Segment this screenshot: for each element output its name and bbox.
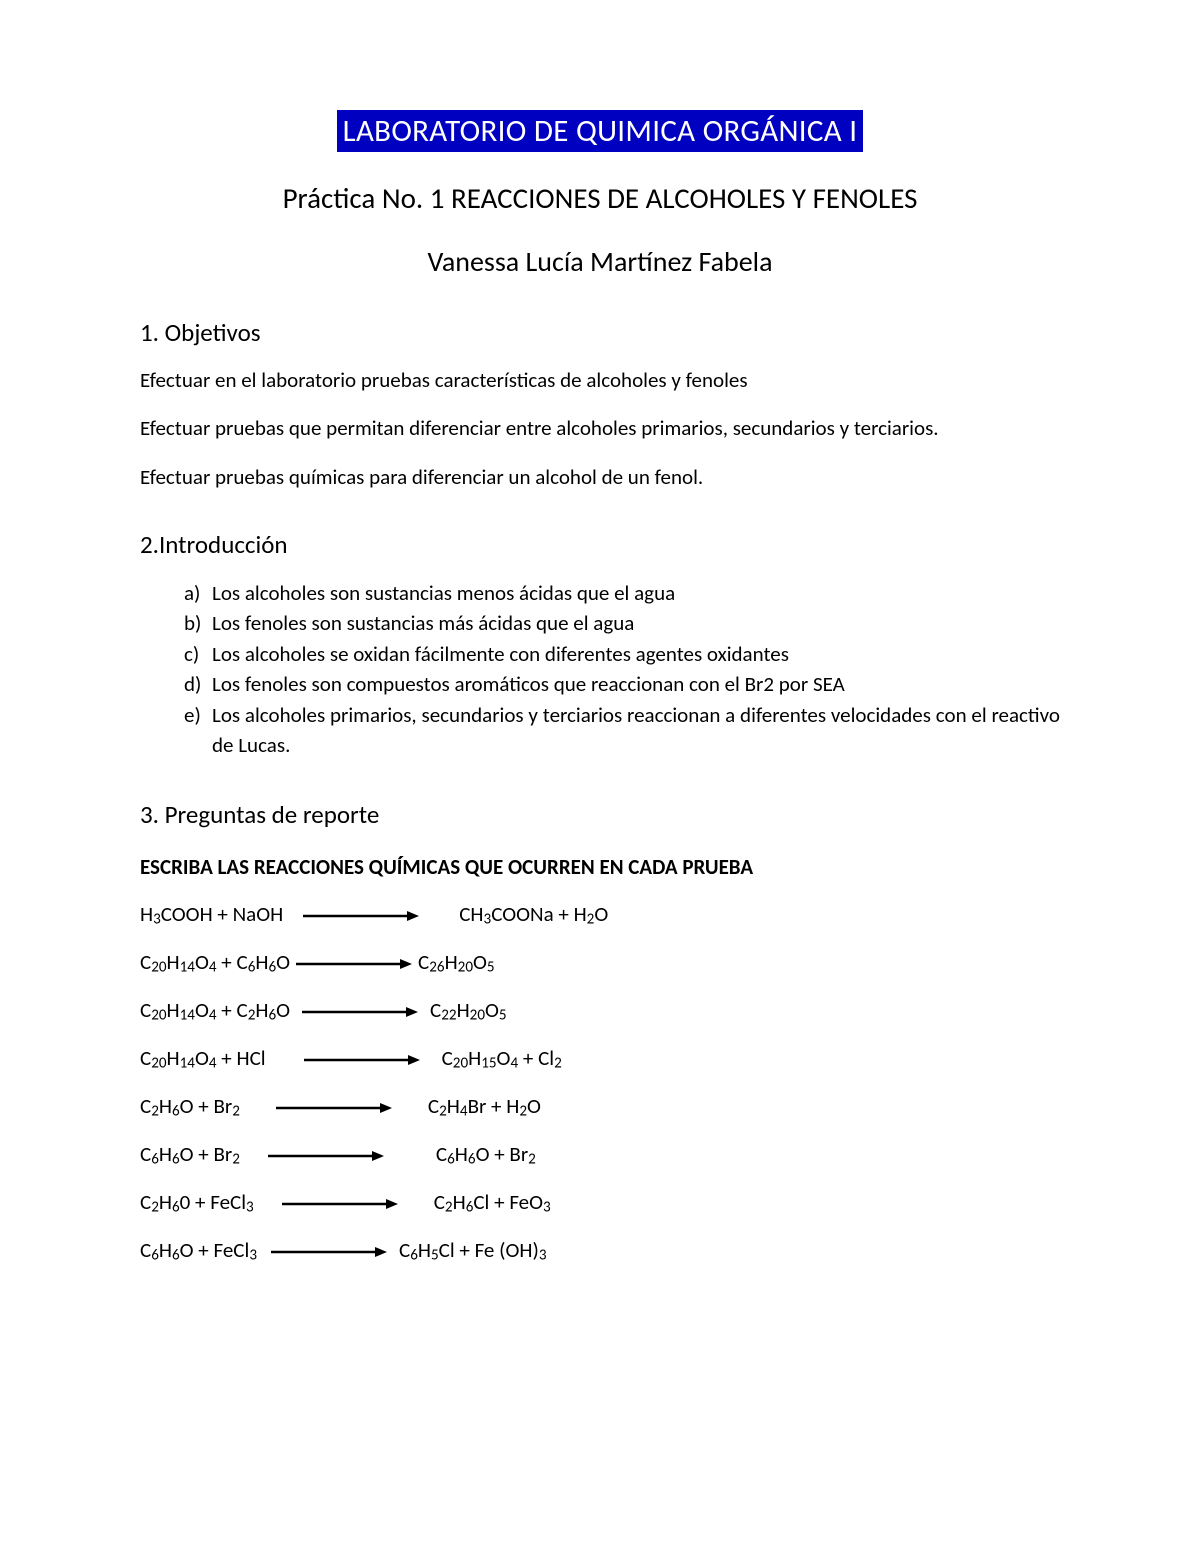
arrow-icon	[269, 1245, 389, 1259]
intro-item-marker: e)	[184, 700, 201, 730]
reaction-rhs: C2H4Br + H2O	[428, 1096, 541, 1120]
arrow-icon	[300, 1005, 420, 1019]
reaction-row: H3COOH + NaOH CH3COONa + H2O	[140, 902, 1060, 930]
reaction-rhs: C26H20O5	[418, 952, 495, 976]
intro-item-text: Los alcoholes son sustancias menos ácida…	[212, 580, 675, 606]
intro-item-text: Los alcoholes primarios, secundarios y t…	[212, 702, 1060, 758]
intro-item-marker: c)	[184, 639, 199, 669]
intro-item-text: Los fenoles son sustancias más ácidas qu…	[212, 610, 634, 636]
reaction-lhs: C20H14O4 + C6H6O	[140, 952, 290, 976]
reaction-row: C20H14O4 + C2H6O C22H20O5	[140, 998, 1060, 1026]
reaction-rhs: C20H15O4 + Cl2	[442, 1048, 562, 1072]
arrow-icon	[302, 1053, 422, 1067]
reaction-row: C6H6O + FeCl3 C6H5Cl + Fe (OH)3	[140, 1238, 1060, 1266]
intro-item: d) Los fenoles son compuestos aromáticos …	[184, 669, 1060, 699]
arrow-icon	[280, 1197, 400, 1211]
intro-item-text: Los alcoholes se oxidan fácilmente con d…	[212, 641, 789, 667]
header-block: LABORATORIO DE QUIMICA ORGÁNICA I Prácti…	[140, 110, 1060, 279]
sec1-p1: Efectuar en el laboratorio pruebas carac…	[140, 366, 1060, 394]
reaction-row: C2H6O + Br2 C2H4Br + H2O	[140, 1094, 1060, 1122]
reaction-row: C20H14O4 + HCl C20H15O4 + Cl2	[140, 1046, 1060, 1074]
author: Vanessa Lucía Martínez Fabela	[140, 244, 1060, 279]
intro-item-marker: d)	[184, 669, 201, 699]
intro-item-marker: b)	[184, 608, 201, 638]
header-band: LABORATORIO DE QUIMICA ORGÁNICA I	[337, 110, 864, 152]
sec1-p2: Efectuar pruebas que permitan diferencia…	[140, 414, 1060, 442]
reactions-block: H3COOH + NaOH CH3COONa + H2O C20H14O4 + C…	[140, 902, 1060, 1266]
reaction-lhs: H3COOH + NaOH	[140, 904, 283, 928]
intro-list: a) Los alcoholes son sustancias menos áci…	[140, 578, 1060, 761]
page: LABORATORIO DE QUIMICA ORGÁNICA I Prácti…	[0, 0, 1200, 1553]
arrow-icon	[294, 957, 414, 971]
reaction-rhs: C6H6O + Br2	[436, 1144, 536, 1168]
intro-item-text: Los fenoles son compuestos aromáticos qu…	[212, 671, 845, 697]
reaction-lhs: C6H6O + FeCl3	[140, 1240, 257, 1264]
intro-item: e) Los alcoholes primarios, secundarios y…	[184, 700, 1060, 761]
sec1-p3: Efectuar pruebas químicas para diferenci…	[140, 463, 1060, 491]
sec2-heading: 2.Introducción	[140, 529, 1060, 560]
subtitle: Práctica No. 1 REACCIONES DE ALCOHOLES Y…	[140, 180, 1060, 216]
intro-item: b) Los fenoles son sustancias más ácidas …	[184, 608, 1060, 638]
sec3-heading: 3. Preguntas de reporte	[140, 799, 1060, 830]
reaction-row: C2H60 + FeCl3 C2H6Cl + FeO3	[140, 1190, 1060, 1218]
intro-item-marker: a)	[184, 578, 200, 608]
reaction-lhs: C2H60 + FeCl3	[140, 1192, 254, 1216]
reaction-lhs: C6H6O + Br2	[140, 1144, 240, 1168]
reaction-rhs: C22H20O5	[430, 1000, 507, 1024]
reaction-rhs: C6H5Cl + Fe (OH)3	[399, 1240, 547, 1264]
intro-item: a) Los alcoholes son sustancias menos áci…	[184, 578, 1060, 608]
reaction-rhs: CH3COONa + H2O	[459, 904, 608, 928]
sec1-heading: 1. Objetivos	[140, 317, 1060, 348]
intro-item: c) Los alcoholes se oxidan fácilmente con…	[184, 639, 1060, 669]
arrow-icon	[301, 909, 421, 923]
reaction-lhs: C2H6O + Br2	[140, 1096, 240, 1120]
arrow-icon	[266, 1149, 386, 1163]
arrow-icon	[274, 1101, 394, 1115]
reaction-lhs: C20H14O4 + HCl	[140, 1048, 266, 1072]
reaction-lhs: C20H14O4 + C2H6O	[140, 1000, 290, 1024]
sec3-bold: ESCRIBA LAS REACCIONES QUÍMICAS QUE OCUR…	[140, 854, 1060, 880]
reaction-row: C20H14O4 + C6H6O C26H20O5	[140, 950, 1060, 978]
reaction-row: C6H6O + Br2 C6H6O + Br2	[140, 1142, 1060, 1170]
reaction-rhs: C2H6Cl + FeO3	[434, 1192, 551, 1216]
